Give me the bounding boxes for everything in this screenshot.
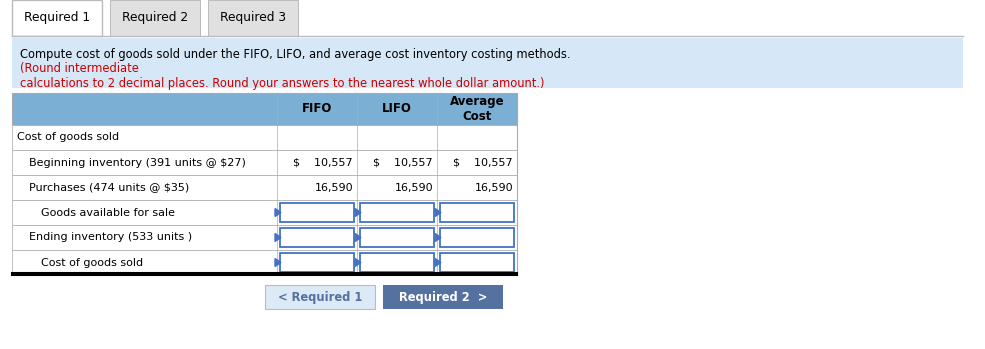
- Text: Required 2  >: Required 2 >: [399, 290, 488, 304]
- Text: LIFO: LIFO: [382, 103, 412, 116]
- Bar: [208, 0, 298, 36]
- Text: < Required 1: < Required 1: [278, 290, 362, 304]
- Text: Beginning inventory (391 units @ $27): Beginning inventory (391 units @ $27): [29, 157, 246, 168]
- Bar: [280, 228, 354, 247]
- Bar: [12, 150, 517, 175]
- Text: Required 3: Required 3: [220, 12, 286, 24]
- Bar: [12, 38, 963, 88]
- Text: Cost of goods sold: Cost of goods sold: [41, 258, 143, 267]
- Text: Purchases (474 units @ $35): Purchases (474 units @ $35): [29, 183, 189, 193]
- Bar: [12, 93, 517, 125]
- Bar: [110, 0, 200, 36]
- Polygon shape: [355, 233, 361, 242]
- Bar: [12, 200, 517, 225]
- Bar: [383, 285, 503, 309]
- Text: $    10,557: $ 10,557: [373, 157, 433, 168]
- Bar: [360, 228, 434, 247]
- Text: FIFO: FIFO: [301, 103, 332, 116]
- Text: 16,590: 16,590: [394, 183, 433, 193]
- Text: Goods available for sale: Goods available for sale: [41, 208, 175, 217]
- Bar: [12, 175, 517, 200]
- Text: 16,590: 16,590: [475, 183, 513, 193]
- Text: Cost of goods sold: Cost of goods sold: [17, 133, 119, 142]
- Text: Required 1: Required 1: [24, 12, 90, 24]
- Bar: [360, 203, 434, 222]
- Polygon shape: [355, 208, 361, 216]
- Bar: [280, 203, 354, 222]
- Text: $    10,557: $ 10,557: [294, 157, 353, 168]
- Bar: [12, 225, 517, 250]
- Polygon shape: [275, 233, 281, 242]
- Bar: [360, 253, 434, 272]
- Polygon shape: [435, 233, 441, 242]
- Polygon shape: [435, 259, 441, 267]
- Bar: [265, 285, 375, 309]
- Bar: [440, 203, 514, 222]
- Bar: [12, 125, 517, 150]
- Text: Required 2: Required 2: [122, 12, 188, 24]
- Text: 16,590: 16,590: [314, 183, 353, 193]
- Bar: [440, 253, 514, 272]
- Text: $    10,557: $ 10,557: [453, 157, 513, 168]
- Bar: [12, 0, 102, 36]
- Text: Ending inventory (533 units ): Ending inventory (533 units ): [29, 232, 192, 243]
- Polygon shape: [355, 259, 361, 267]
- Text: Average
Cost: Average Cost: [450, 95, 504, 123]
- Bar: [440, 228, 514, 247]
- Text: Compute cost of goods sold under the FIFO, LIFO, and average cost inventory cost: Compute cost of goods sold under the FIF…: [20, 48, 574, 61]
- Polygon shape: [275, 208, 281, 216]
- Text: (Round intermediate
calculations to 2 decimal places. Round your answers to the : (Round intermediate calculations to 2 de…: [20, 62, 545, 90]
- Polygon shape: [435, 208, 441, 216]
- Bar: [12, 250, 517, 275]
- Polygon shape: [275, 259, 281, 267]
- Bar: [280, 253, 354, 272]
